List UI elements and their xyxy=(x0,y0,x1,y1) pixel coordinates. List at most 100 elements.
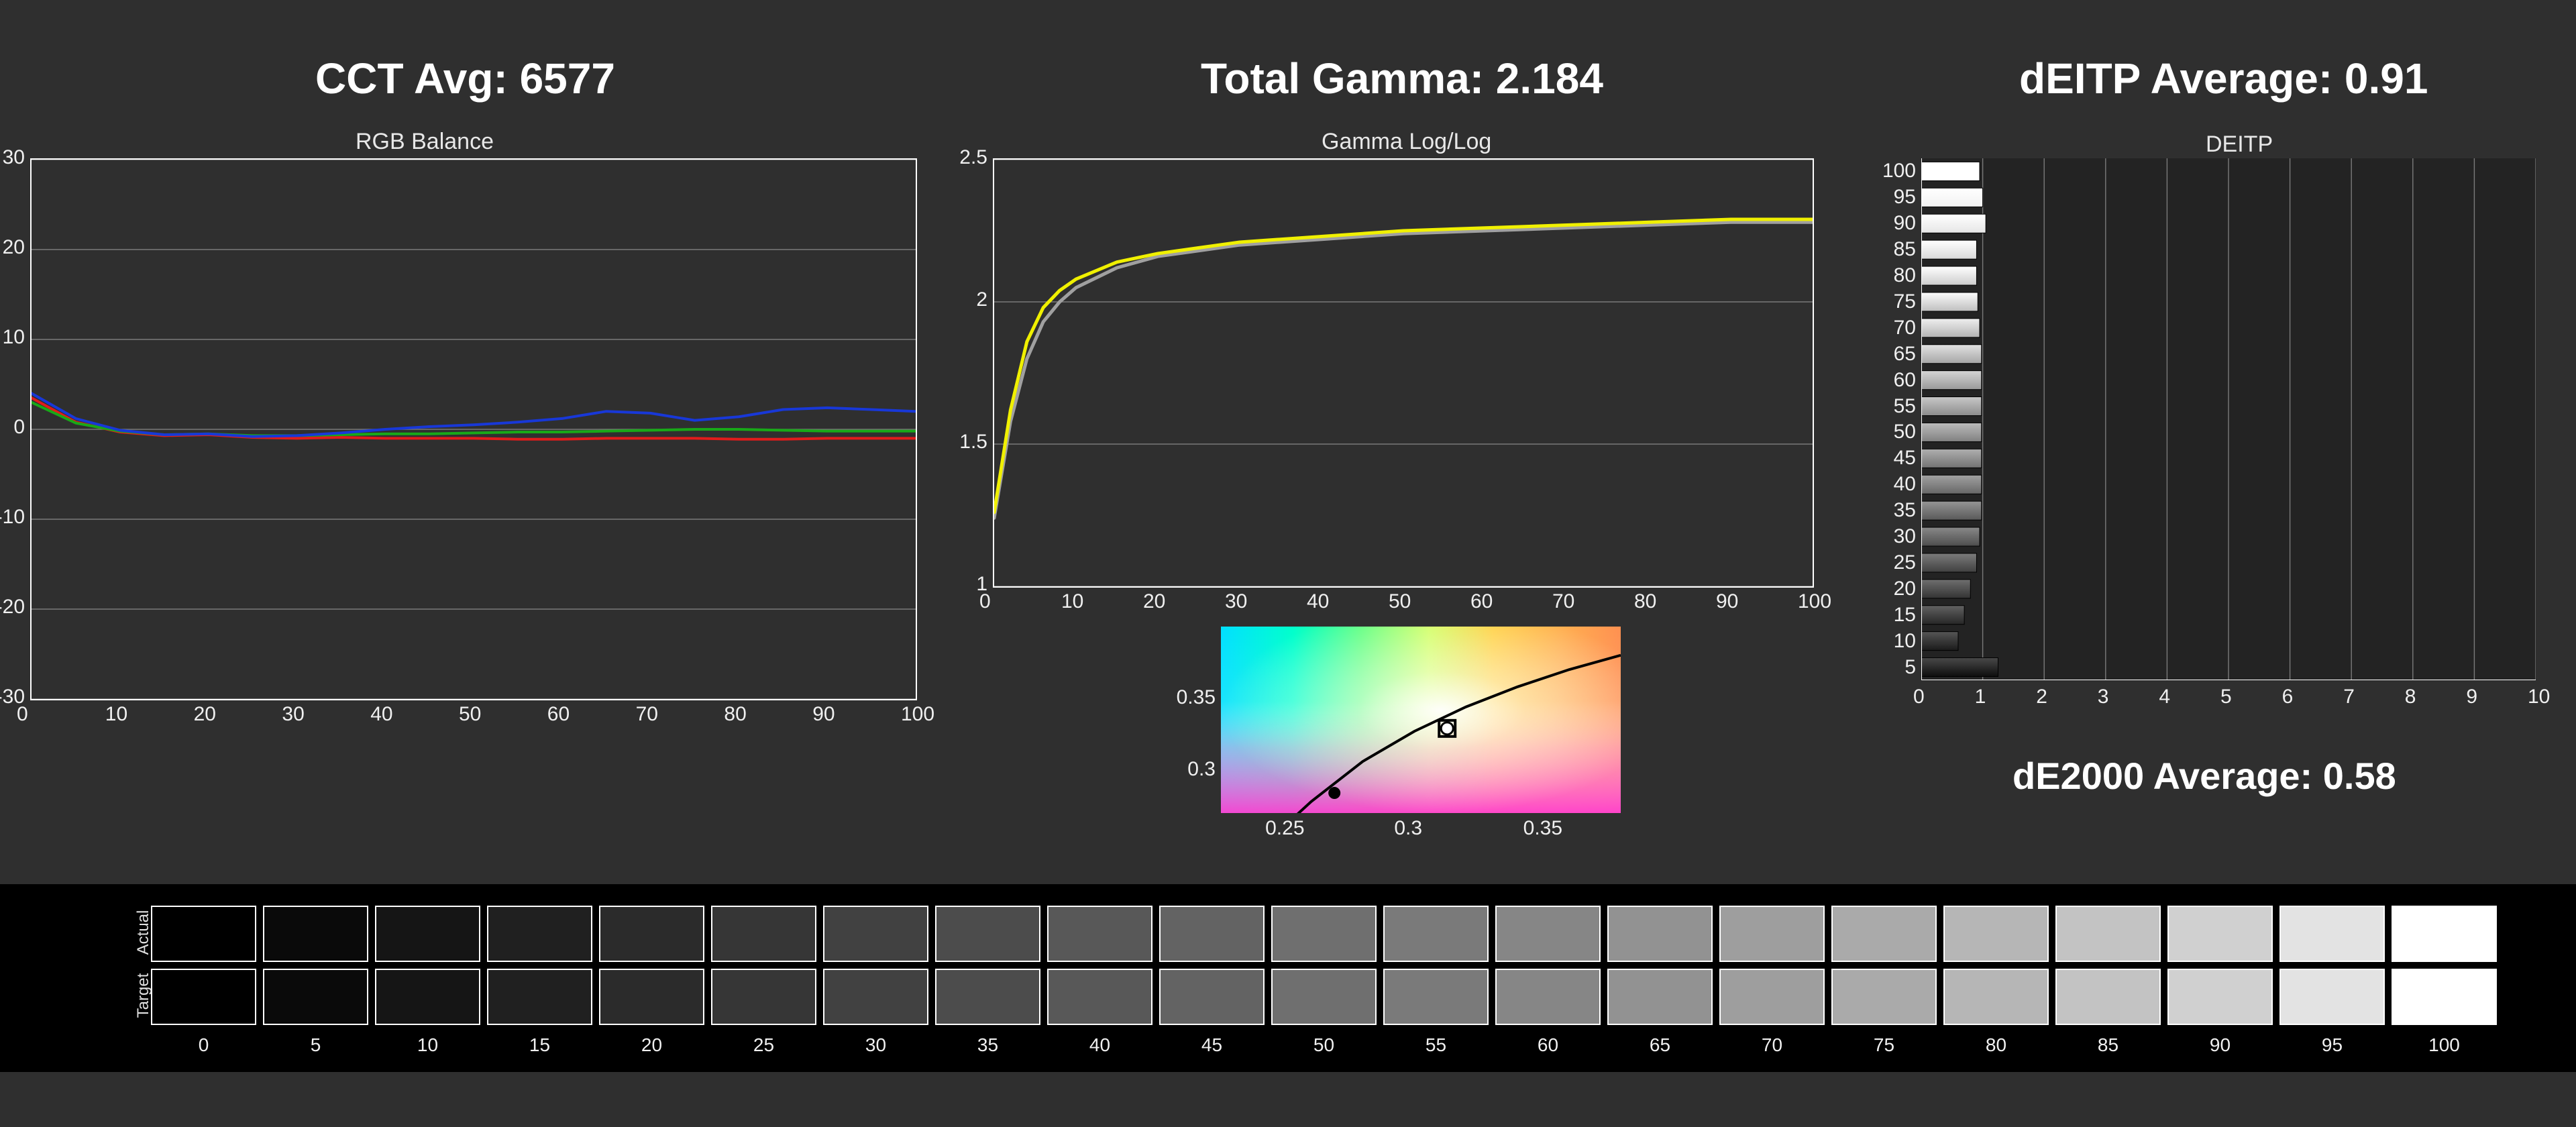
row-label-target: Target xyxy=(134,967,153,1024)
swatch-actual xyxy=(1495,906,1601,962)
swatch-label: 75 xyxy=(1831,1034,1937,1056)
swatch-label: 40 xyxy=(1047,1034,1152,1056)
deitp-title: dEITP Average: 0.91 xyxy=(2019,54,2428,103)
swatch-target xyxy=(1719,969,1825,1025)
swatch-label: 15 xyxy=(487,1034,592,1056)
deitp-ytick: 75 xyxy=(1880,290,1916,313)
swatch-actual xyxy=(1831,906,1937,962)
swatch-target xyxy=(487,969,592,1025)
gamma-subtitle: Gamma Log/Log xyxy=(1322,129,1491,155)
swatch-target xyxy=(2167,969,2273,1025)
deitp-ytick: 5 xyxy=(1880,656,1916,679)
swatch-label: 70 xyxy=(1719,1034,1825,1056)
deitp-ytick: 85 xyxy=(1880,238,1916,261)
rgb-ytick: -20 xyxy=(0,596,25,619)
swatch-actual xyxy=(2167,906,2273,962)
gamma-plot xyxy=(993,158,1814,588)
rgb-xtick: 10 xyxy=(105,703,127,726)
calibration-dashboard: CCT Avg: 6577 Total Gamma: 2.184 dEITP A… xyxy=(0,0,2576,1127)
swatch-target xyxy=(599,969,704,1025)
deitp-ytick: 40 xyxy=(1880,473,1916,496)
deitp-xtick: 2 xyxy=(2036,686,2047,708)
deitp-ytick: 95 xyxy=(1880,186,1916,209)
cie-ytick: 0.35 xyxy=(1169,686,1216,709)
cie-xtick: 0.35 xyxy=(1523,817,1562,840)
gamma-title: Total Gamma: 2.184 xyxy=(1201,54,1603,103)
gamma-xtick: 90 xyxy=(1716,590,1738,613)
deitp-svg xyxy=(1921,158,2536,680)
swatch-label: 30 xyxy=(823,1034,928,1056)
swatch-label: 65 xyxy=(1607,1034,1713,1056)
swatch-actual xyxy=(151,906,256,962)
deitp-ytick: 60 xyxy=(1880,369,1916,392)
deitp-plot xyxy=(1921,158,2536,680)
swatch-actual xyxy=(1607,906,1713,962)
rgb-balance-plot xyxy=(30,158,917,700)
gamma-xtick: 60 xyxy=(1470,590,1493,613)
swatch-actual xyxy=(935,906,1040,962)
swatch-actual xyxy=(1047,906,1152,962)
swatch-label: 60 xyxy=(1495,1034,1601,1056)
gamma-ytick: 1.5 xyxy=(950,431,987,453)
gamma-xtick: 80 xyxy=(1634,590,1656,613)
rgb-xtick: 60 xyxy=(547,703,570,726)
rgb-xtick: 90 xyxy=(812,703,835,726)
gamma-xtick: 10 xyxy=(1061,590,1083,613)
cie-inset xyxy=(1221,627,1621,813)
gamma-xtick: 20 xyxy=(1143,590,1165,613)
gamma-xtick: 50 xyxy=(1389,590,1411,613)
deitp-xtick: 0 xyxy=(1913,686,1925,708)
deitp-xtick: 3 xyxy=(2098,686,2109,708)
swatch-actual xyxy=(823,906,928,962)
gamma-ytick: 1 xyxy=(950,573,987,596)
gamma-xtick: 100 xyxy=(1798,590,1831,613)
deitp-ytick: 65 xyxy=(1880,343,1916,366)
cie-svg xyxy=(1221,627,1621,813)
deitp-ytick: 15 xyxy=(1880,604,1916,627)
deitp-ytick: 20 xyxy=(1880,578,1916,600)
swatch-target xyxy=(151,969,256,1025)
gamma-xtick: 70 xyxy=(1552,590,1574,613)
swatch-target xyxy=(1159,969,1265,1025)
swatch-actual xyxy=(1159,906,1265,962)
rgb-ytick: 20 xyxy=(0,236,25,259)
swatch-actual xyxy=(263,906,368,962)
deitp-ytick: 30 xyxy=(1880,525,1916,548)
swatch-label: 85 xyxy=(2055,1034,2161,1056)
swatch-actual xyxy=(2392,906,2497,962)
rgb-xtick: 40 xyxy=(370,703,392,726)
rgb-xtick: 100 xyxy=(901,703,934,726)
swatch-target xyxy=(823,969,928,1025)
gamma-xtick: 40 xyxy=(1307,590,1329,613)
swatch-label: 45 xyxy=(1159,1034,1265,1056)
rgb-ytick: 30 xyxy=(0,146,25,169)
swatch-label: 90 xyxy=(2167,1034,2273,1056)
swatch-actual xyxy=(1943,906,2049,962)
swatch-label: 10 xyxy=(375,1034,480,1056)
cie-xtick: 0.25 xyxy=(1265,817,1304,840)
swatch-label: 0 xyxy=(151,1034,256,1056)
swatch-label: 100 xyxy=(2392,1034,2497,1056)
deitp-xtick: 1 xyxy=(1975,686,1986,708)
swatch-target xyxy=(1607,969,1713,1025)
deitp-ytick: 55 xyxy=(1880,395,1916,418)
swatch-actual xyxy=(2055,906,2161,962)
rgb-xtick: 20 xyxy=(194,703,216,726)
swatch-target xyxy=(263,969,368,1025)
deitp-xtick: 7 xyxy=(2343,686,2355,708)
deitp-ytick: 70 xyxy=(1880,317,1916,339)
gamma-ytick: 2.5 xyxy=(950,146,987,169)
swatch-target xyxy=(1495,969,1601,1025)
rgb-xtick: 80 xyxy=(724,703,746,726)
swatch-target xyxy=(1271,969,1377,1025)
deitp-ytick: 100 xyxy=(1880,160,1916,182)
rgb-balance-svg xyxy=(32,160,916,699)
rgb-ytick: 0 xyxy=(0,416,25,439)
swatch-label: 50 xyxy=(1271,1034,1377,1056)
swatch-target xyxy=(2279,969,2385,1025)
swatch-label: 25 xyxy=(711,1034,816,1056)
deitp-xtick: 6 xyxy=(2282,686,2294,708)
swatch-actual xyxy=(487,906,592,962)
swatch-target xyxy=(935,969,1040,1025)
swatch-actual xyxy=(599,906,704,962)
